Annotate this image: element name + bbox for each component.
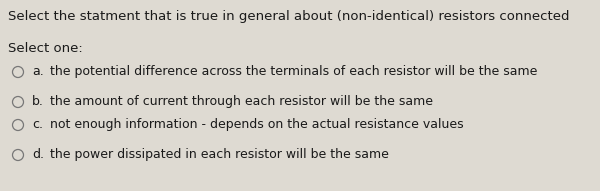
Text: the amount of current through each resistor will be the same: the amount of current through each resis… [50, 95, 433, 108]
Text: Select the statment that is true in general about (non-identical) resistors conn: Select the statment that is true in gene… [8, 10, 574, 23]
Text: the potential difference across the terminals of each resistor will be the same: the potential difference across the term… [50, 65, 538, 78]
Text: d.: d. [32, 148, 44, 161]
Text: not enough information - depends on the actual resistance values: not enough information - depends on the … [50, 118, 464, 131]
Text: the power dissipated in each resistor will be the same: the power dissipated in each resistor wi… [50, 148, 389, 161]
Text: a.: a. [32, 65, 44, 78]
Text: c.: c. [32, 118, 43, 131]
Text: b.: b. [32, 95, 44, 108]
Text: Select one:: Select one: [8, 42, 83, 55]
